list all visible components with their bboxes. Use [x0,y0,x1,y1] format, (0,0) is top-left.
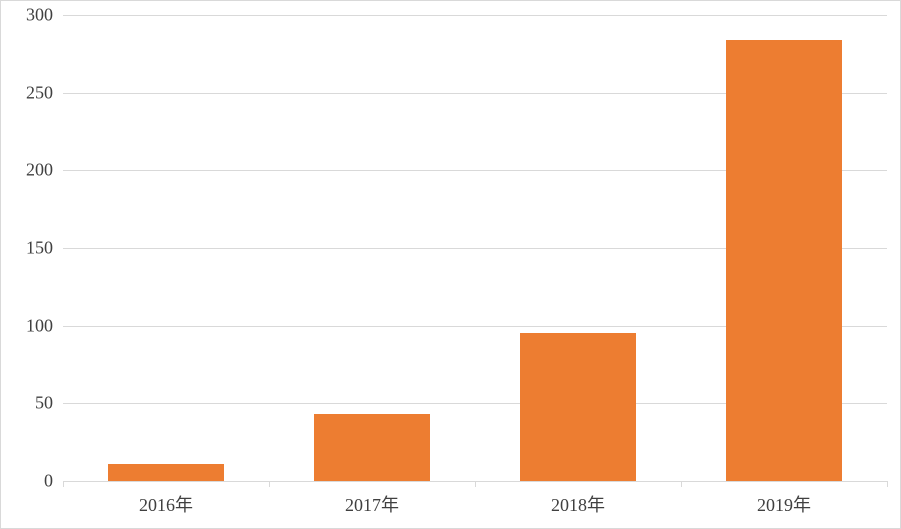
y-tick-label: 250 [1,82,53,103]
x-tick [681,481,682,487]
x-tick [475,481,476,487]
x-tick [269,481,270,487]
x-tick [63,481,64,487]
x-tick-label: 2017年 [345,491,399,517]
bar [108,464,223,481]
x-tick-label: 2019年 [757,491,811,517]
y-tick-label: 150 [1,238,53,259]
bar [726,40,841,481]
bar [314,414,429,481]
x-tick [887,481,888,487]
x-tick-label: 2018年 [551,491,605,517]
y-tick-label: 0 [1,471,53,492]
bar-chart: 0 50 100 150 200 250 300 2016年 2017年 2018年 2019年 [0,0,901,529]
y-tick-label: 200 [1,160,53,181]
y-gridline [63,15,887,16]
bar [520,333,635,481]
y-tick-label: 50 [1,393,53,414]
x-tick-label: 2016年 [139,491,193,517]
y-tick-label: 100 [1,315,53,336]
y-tick-label: 300 [1,5,53,26]
